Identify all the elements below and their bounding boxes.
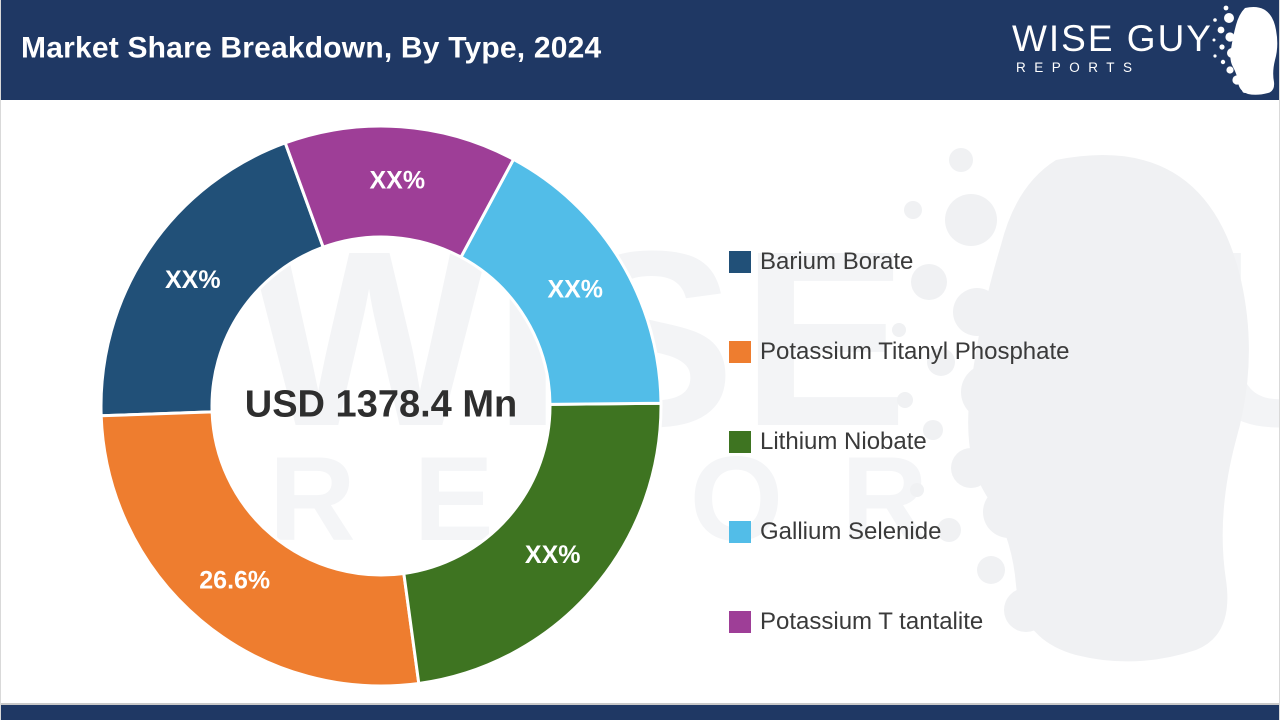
legend-label: Barium Borate — [760, 248, 914, 275]
page-title: Market Share Breakdown, By Type, 2024 — [21, 31, 602, 65]
legend-swatch-icon — [729, 341, 751, 363]
slice-percentage-label: XX% — [547, 275, 603, 303]
background-watermark: WISE GUY REPORTS — [1, 100, 1279, 703]
legend-label: Potassium T tantalite — [760, 608, 984, 635]
wiseguy-logo: WISE GUY REPORTS — [1011, 18, 1213, 76]
legend-swatch-icon — [729, 251, 751, 273]
legend-item-potassium-t-tantalite[interactable]: Potassium T tantalite — [729, 608, 1070, 635]
legend-label: Potassium Titanyl Phosphate — [760, 338, 1070, 365]
donut-slice-1[interactable] — [99, 410, 421, 688]
slice-percentage-label: 26.6% — [199, 566, 270, 594]
legend-label: Lithium Niobate — [760, 428, 927, 455]
legend-item-potassium-titanyl-phosphate[interactable]: Potassium Titanyl Phosphate — [729, 338, 1070, 365]
watermark-face-icon — [892, 148, 1249, 662]
legend-item-gallium-selenide[interactable]: Gallium Selenide — [729, 518, 1070, 545]
footer-bar — [1, 703, 1279, 720]
legend-swatch-icon — [729, 431, 751, 453]
legend-item-lithium-niobate[interactable]: Lithium Niobate — [729, 428, 1070, 455]
slice-percentage-label: XX% — [525, 541, 581, 569]
legend-swatch-icon — [729, 521, 751, 543]
chart-center-value: USD 1378.4 Mn — [244, 383, 518, 426]
donut-chart: XX% 26.6% XX% XX% XX% — [99, 124, 663, 688]
chart-legend: Barium Borate Potassium Titanyl Phosphat… — [729, 248, 1070, 700]
donut-slice-3[interactable] — [459, 157, 663, 406]
logo-reports-text: REPORTS — [1015, 60, 1141, 75]
logo-wiseguy-text: WISE GUY — [1011, 18, 1213, 59]
donut-slice-0[interactable] — [99, 141, 325, 418]
legend-swatch-icon — [729, 611, 751, 633]
donut-slice-2[interactable] — [402, 401, 663, 685]
header-bar: Market Share Breakdown, By Type, 2024 WI… — [1, 0, 1279, 100]
legend-label: Gallium Selenide — [760, 518, 942, 545]
donut-slice-4[interactable] — [283, 124, 515, 259]
logo-face-icon — [1212, 5, 1278, 95]
slice-percentage-label: XX% — [370, 166, 426, 194]
slice-percentage-label: XX% — [165, 266, 221, 294]
legend-item-barium-borate[interactable]: Barium Borate — [729, 248, 1070, 275]
